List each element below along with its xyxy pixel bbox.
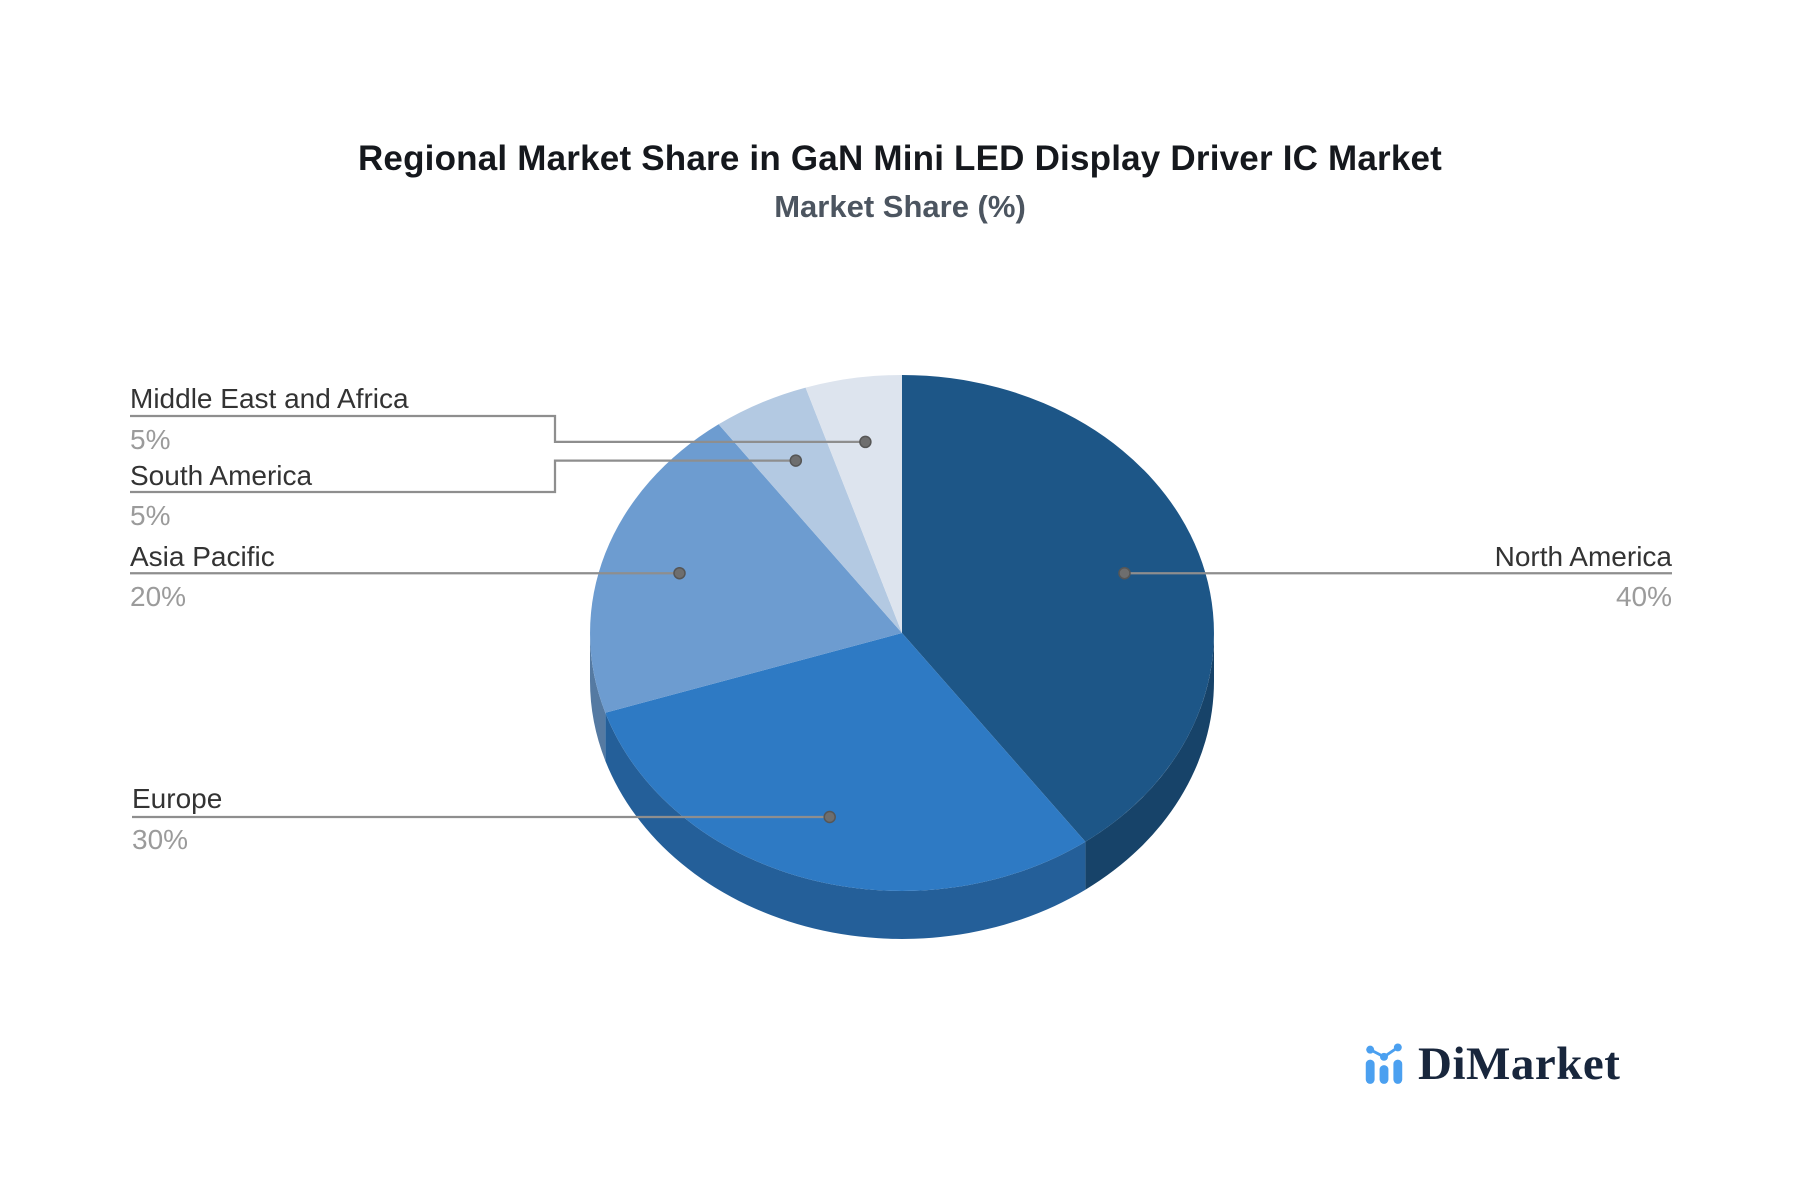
pie-slice-asia-pacific[interactable] xyxy=(590,424,902,713)
pie-slice-middle-east-and-africa[interactable] xyxy=(805,375,902,633)
label-middle-east-and-africa: Middle East and Africa xyxy=(130,383,409,414)
value-north-america: 40% xyxy=(1615,581,1672,612)
label-south-america: South America xyxy=(130,460,313,491)
label-asia-pacific: Asia Pacific xyxy=(130,541,275,572)
value-asia-pacific: 20% xyxy=(130,581,187,612)
dimarket-logo-text: DiMarket xyxy=(1418,1038,1621,1090)
dimarket-logo-icon xyxy=(1365,1043,1403,1084)
dimarket-logo: DiMarket xyxy=(1363,1040,1620,1088)
callout-dot-middle-east-and-africa xyxy=(859,435,872,449)
label-europe: Europe xyxy=(132,783,223,814)
callout-line-south-america xyxy=(130,459,796,494)
value-middle-east-and-africa: 5% xyxy=(130,424,171,455)
pie-side-north-america xyxy=(1085,633,1214,890)
label-north-america: North America xyxy=(1494,541,1672,572)
callout-line-middle-east-and-africa xyxy=(130,414,866,444)
chart-title: Regional Market Share in GaN Mini LED Di… xyxy=(357,139,1443,178)
callout-dot-north-america xyxy=(1118,566,1131,580)
callout-dot-europe xyxy=(823,810,836,824)
value-south-america: 5% xyxy=(130,500,171,531)
pie-side-europe xyxy=(605,712,1086,939)
pie-slice-north-america[interactable] xyxy=(902,375,1214,842)
pie-side-asia-pacific xyxy=(590,633,606,761)
value-europe: 30% xyxy=(132,824,189,855)
pie-slice-europe[interactable] xyxy=(605,633,1086,891)
callout-dot-south-america xyxy=(789,454,803,467)
chart-subtitle: Market Share (%) xyxy=(774,189,1026,224)
pie-slice-south-america[interactable] xyxy=(718,387,902,633)
callout-dot-asia-pacific xyxy=(673,566,686,580)
